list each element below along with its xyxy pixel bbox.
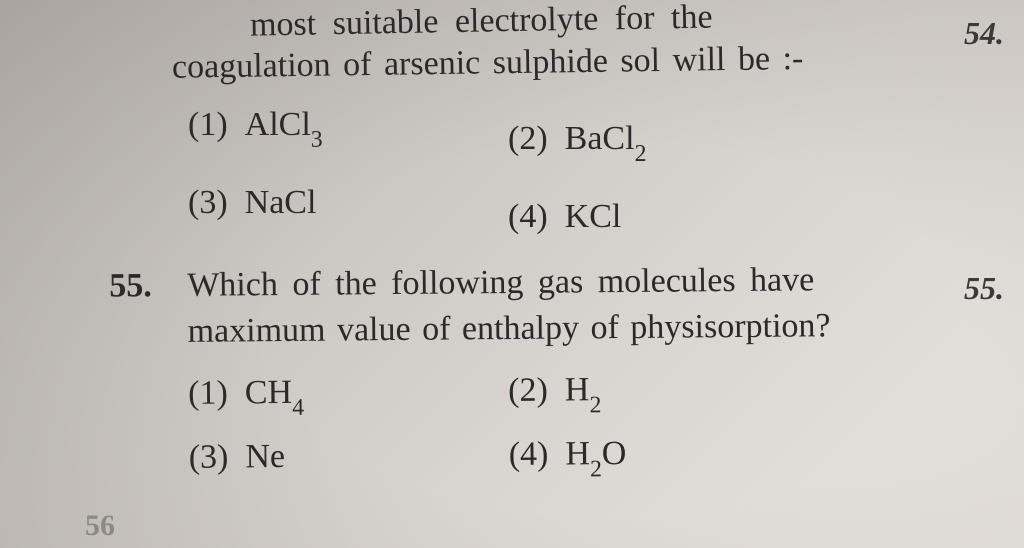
q55-option-1: (1) CH4	[188, 372, 508, 419]
q54-option-4: (4) KCl	[508, 184, 621, 236]
q54-option-1: (1) AlCl3	[188, 106, 508, 164]
q54-options-row-2: (3) NaCl (4) KCl	[40, 184, 984, 236]
option-number: (1)	[188, 106, 228, 143]
q55-number: 55.	[109, 267, 152, 305]
option-number: (2)	[508, 371, 548, 408]
q54-option-2: (2) BaCl2	[508, 106, 646, 164]
q55-option-4: (4) H2O	[509, 435, 627, 480]
option-number: (2)	[508, 120, 548, 157]
option-formula: NaCl	[236, 184, 316, 221]
option-number: (4)	[509, 435, 549, 472]
option-formula: BaCl2	[556, 120, 646, 157]
exam-page: 54. 55. most suitable electrolyte for th…	[0, 0, 1024, 548]
question-54: most suitable electrolyte for the coagul…	[40, 0, 984, 236]
q55-text-line-2: maximum value of enthalpy of physisorpti…	[39, 306, 983, 352]
option-formula: KCl	[556, 198, 621, 235]
question-55: 55. Which of the following gas molecules…	[39, 260, 985, 484]
q55-options-row-1: (1) CH4 (2) H2	[40, 368, 984, 420]
q55-option-2: (2) H2	[508, 371, 602, 416]
option-formula: AlCl3	[236, 106, 323, 143]
q55-option-3: (3) Ne	[189, 436, 509, 483]
option-formula: H2	[556, 371, 601, 408]
option-number: (1)	[188, 374, 228, 411]
option-formula: CH4	[236, 374, 304, 412]
option-number: (3)	[189, 438, 229, 475]
q54-options-row-1: (1) AlCl3 (2) BaCl2	[40, 106, 984, 164]
q54-option-3: (3) NaCl	[188, 184, 508, 236]
q55-options-row-2: (3) Ne (4) H2O	[41, 431, 985, 483]
option-formula: H2O	[557, 435, 627, 473]
option-number: (3)	[188, 184, 228, 221]
q55-text-line-1: Which of the following gas molecules hav…	[39, 260, 983, 306]
cutoff-number: 56	[85, 509, 115, 543]
option-formula: Ne	[237, 438, 285, 475]
option-number: (4)	[508, 198, 548, 235]
